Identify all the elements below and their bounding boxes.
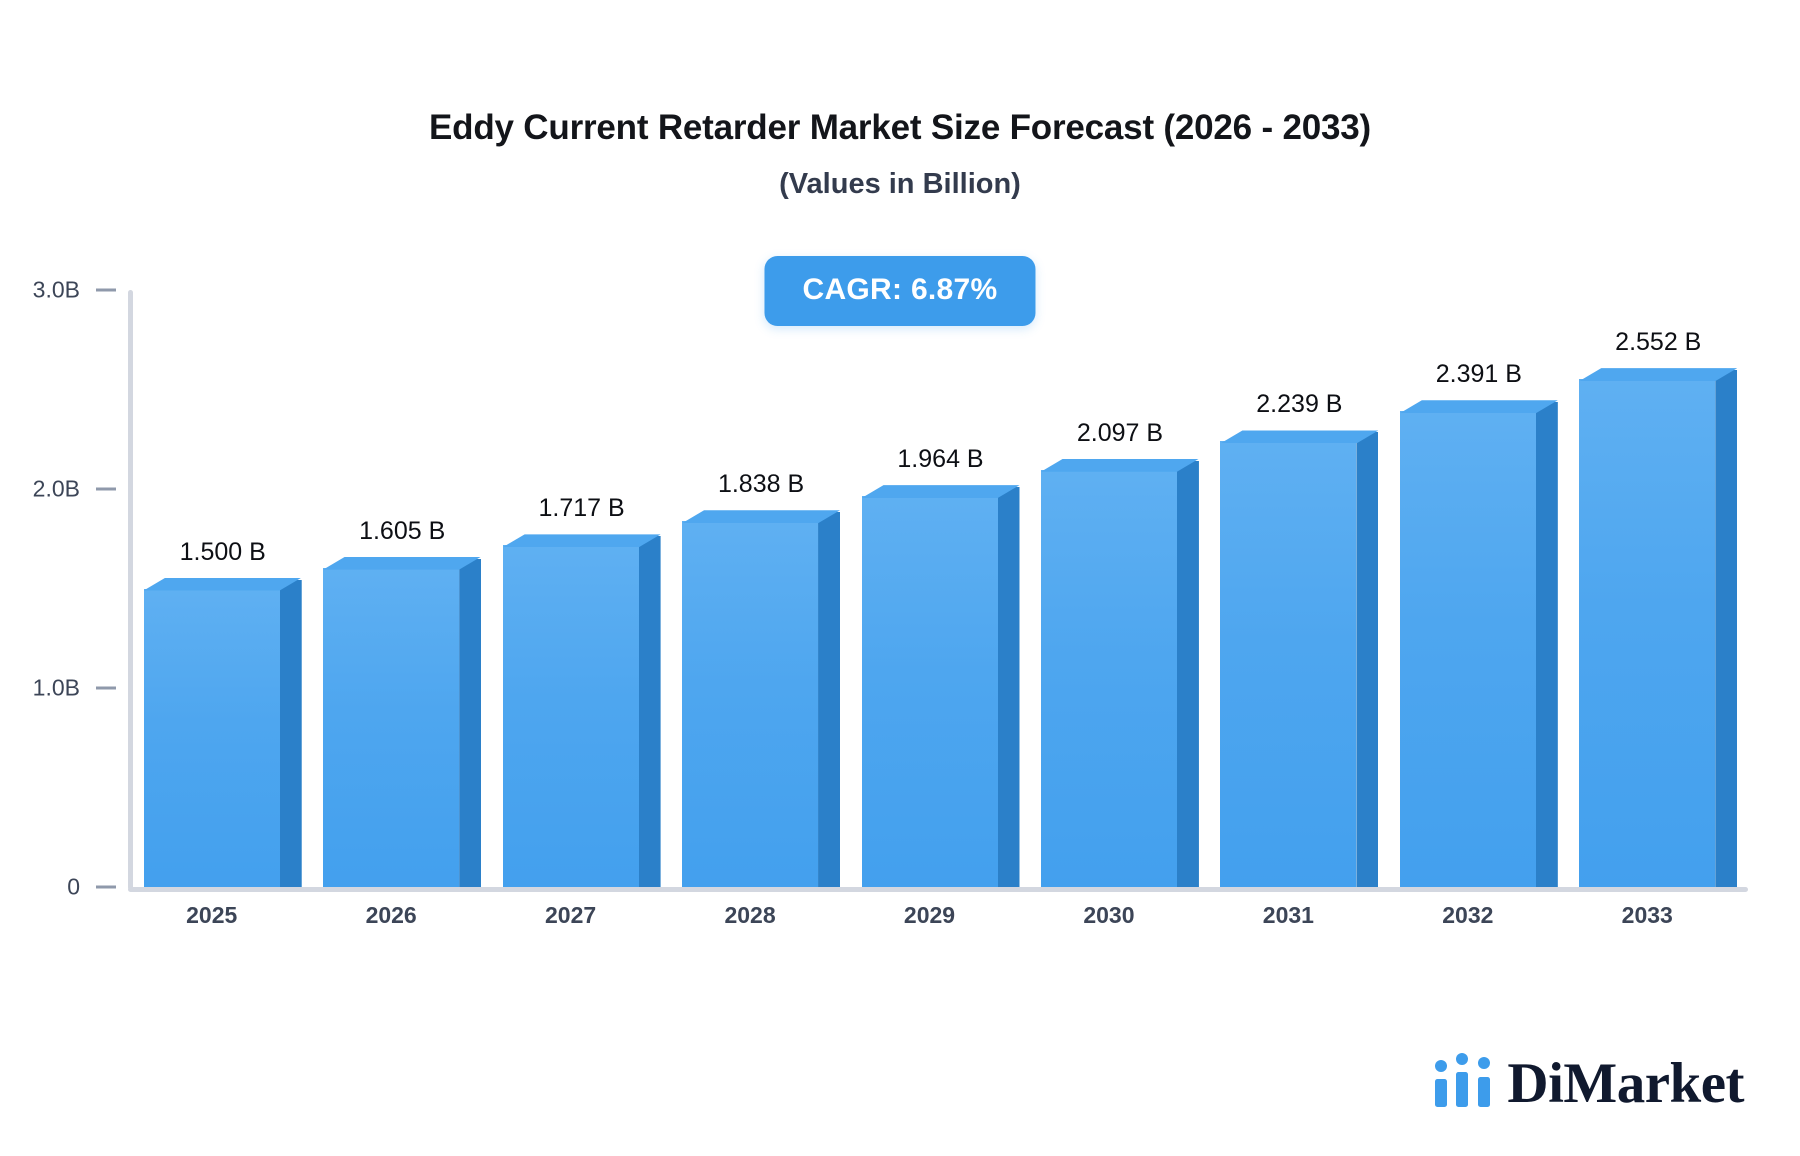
x-axis-label: 2026	[365, 902, 417, 928]
y-axis-tick: 0	[67, 874, 128, 901]
bar-3d[interactable]	[1220, 430, 1379, 887]
bar-side-face	[279, 579, 302, 887]
bar-side-face	[818, 512, 841, 887]
bar-3d[interactable]	[1579, 368, 1738, 887]
bar-value-label: 1.838 B	[717, 470, 805, 499]
y-axis-tick-label: 0	[67, 873, 80, 900]
x-axis-label: 2025	[186, 902, 238, 928]
y-axis-tick: 2.0B	[33, 476, 128, 503]
brand-name: DiMarket	[1507, 1052, 1744, 1115]
y-axis-tick-label: 2.0B	[32, 475, 80, 502]
bar-top-face	[1220, 430, 1379, 444]
bar-column[interactable]: 1.500 B	[143, 290, 302, 887]
bar-front-face	[1040, 469, 1177, 887]
plot-area: 0 1.0B 2.0B 3.0B 2025 1.500 B 2026 1.605 B 2027…	[33, 277, 1748, 928]
bar-top-face	[682, 510, 841, 524]
bar-front-face	[502, 545, 639, 887]
bar-front-face	[682, 521, 819, 887]
x-axis-label: 2027	[545, 902, 597, 928]
bar-top-face	[143, 577, 302, 591]
bar-3d[interactable]	[143, 577, 302, 887]
x-axis-label: 2030	[1083, 902, 1135, 928]
y-axis-tick-label: 1.0B	[32, 674, 80, 701]
bar-3d[interactable]	[861, 485, 1020, 887]
bar-value-label: 2.552 B	[1615, 328, 1702, 357]
cagr-badge: CAGR: 6.87%	[764, 256, 1036, 326]
bar-value-label: 1.500 B	[179, 537, 266, 566]
bar-top-face	[1040, 458, 1199, 472]
bar-top-face	[1399, 400, 1558, 414]
bar-side-face	[1356, 432, 1379, 887]
bar-front-face	[323, 567, 460, 887]
bar-column[interactable]: 1.605 B	[323, 290, 482, 887]
bar-value-label: 2.097 B	[1076, 418, 1164, 447]
bar-side-face	[1535, 402, 1558, 887]
bar-side-face	[459, 558, 482, 887]
bar-3d[interactable]	[1040, 458, 1199, 887]
y-axis-line	[128, 290, 133, 890]
bar-column[interactable]: 2.552 B	[1579, 290, 1738, 887]
y-axis-tick: 1.0B	[33, 675, 128, 702]
bar-value-label: 2.391 B	[1435, 360, 1522, 389]
bar-value-label: 2.239 B	[1256, 390, 1343, 419]
bar-3d[interactable]	[323, 556, 482, 887]
bar-value-label: 1.605 B	[359, 516, 446, 545]
x-axis-line	[128, 887, 1748, 892]
bar-side-face	[997, 487, 1020, 887]
bar-top-face	[323, 556, 482, 570]
bar-value-label: 1.717 B	[538, 494, 625, 523]
y-axis-tick-label: 3.0B	[32, 276, 80, 303]
bar-front-face	[1399, 411, 1536, 887]
bar-column[interactable]: 2.239 B	[1220, 290, 1379, 887]
bar-top-face	[1579, 368, 1738, 382]
bar-3d[interactable]	[502, 534, 661, 887]
dimarket-logo: DiMarket	[1432, 1053, 1744, 1114]
bar-3d[interactable]	[1399, 400, 1558, 887]
y-axis-tick-mark	[96, 288, 116, 292]
x-axis-label: 2031	[1262, 902, 1314, 928]
bar-top-face	[502, 534, 661, 548]
chart-subtitle: (Values in Billion)	[779, 168, 1021, 200]
bar-column[interactable]: 1.838 B	[682, 290, 841, 887]
bar-series: 2025 1.500 B 2026 1.605 B 2027 1.717 B 2028 1.8…	[133, 290, 1748, 928]
bar-front-face	[143, 588, 280, 887]
bar-column[interactable]: 1.964 B	[861, 290, 1020, 887]
bar-column[interactable]: 1.717 B	[502, 290, 661, 887]
x-axis-label: 2028	[724, 902, 776, 928]
chart-title: Eddy Current Retarder Market Size Foreca…	[429, 108, 1371, 147]
bar-front-face	[861, 496, 998, 887]
bar-front-face	[1579, 379, 1716, 887]
bar-front-face	[1220, 441, 1357, 887]
y-axis-tick: 3.0B	[33, 277, 128, 304]
y-axis-tick-mark	[96, 487, 116, 491]
y-axis-tick-mark	[96, 686, 116, 690]
bar-column[interactable]: 2.097 B	[1040, 290, 1199, 887]
bar-side-face	[638, 536, 661, 887]
bar-side-face	[1176, 460, 1199, 887]
bar-chart-logo-icon	[1432, 1053, 1494, 1114]
x-axis-label: 2032	[1442, 902, 1494, 928]
bar-column[interactable]: 2.391 B	[1399, 290, 1558, 887]
x-axis-label: 2029	[903, 902, 956, 928]
y-axis-tick-mark	[96, 885, 116, 889]
x-axis-label: 2033	[1621, 902, 1673, 928]
bar-value-label: 1.964 B	[897, 445, 984, 474]
bar-3d[interactable]	[682, 510, 841, 887]
bar-side-face	[1715, 370, 1738, 887]
bar-top-face	[861, 485, 1020, 499]
